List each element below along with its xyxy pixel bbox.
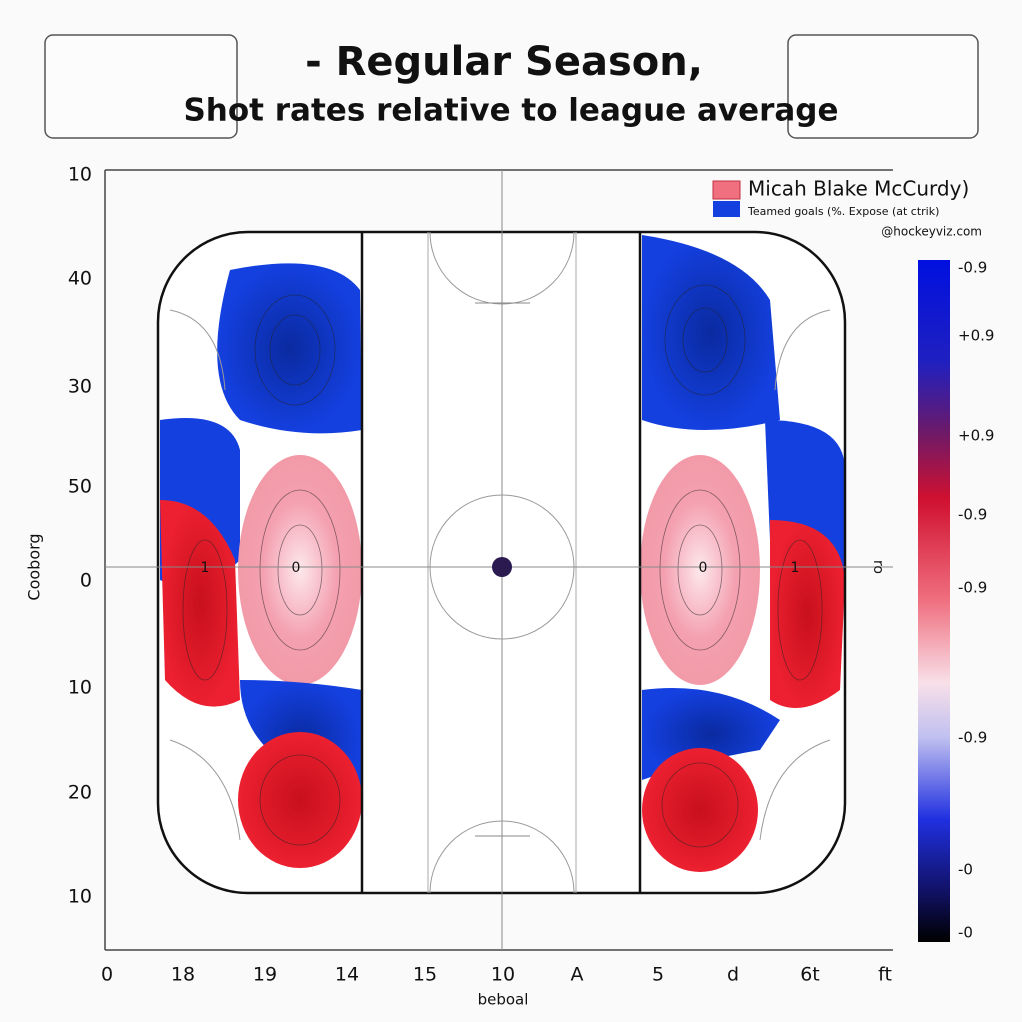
x-tick-label: 19 [253, 964, 277, 986]
x-tick-label: d [727, 964, 739, 986]
right-label: ro [870, 560, 886, 574]
colorbar-label: -0.9 [958, 579, 987, 597]
title: - Regular Season, [305, 39, 703, 85]
x-tick-label: ft [878, 964, 892, 986]
rink-label: 0 [699, 560, 708, 576]
colorbar-label: -0.9 [958, 729, 987, 747]
x-axis-title: beboal [478, 991, 529, 1009]
colorbar-label: -0 [958, 861, 973, 879]
header-box [787, 34, 979, 139]
x-tick-label: 15 [413, 964, 437, 986]
x-tick-label: 18 [171, 964, 195, 986]
legend-detail: Teamed goals (%. Expose (at ctrik) [747, 205, 939, 218]
y-tick-label: 30 [68, 376, 92, 398]
legend-name: Micah Blake McCurdy) [748, 177, 969, 201]
rink-label: 1 [201, 560, 210, 576]
rink-label: 1 [791, 560, 800, 576]
center-dot [492, 557, 512, 577]
x-tick-label: 6t [800, 964, 820, 986]
legend-swatch [713, 201, 740, 217]
colorbar-label: -0.9 [958, 259, 987, 277]
y-tick-label: 10 [68, 886, 92, 908]
subtitle: Shot rates relative to league average [183, 93, 838, 129]
y-axis-title: Cooborg [25, 533, 44, 600]
faceoff-arc [429, 820, 575, 894]
legend-swatch [712, 180, 741, 200]
x-tick-label: 0 [101, 964, 113, 986]
colorbar-label: -0.9 [958, 506, 987, 524]
y-tick-label: 50 [68, 476, 92, 498]
x-tick-label: 10 [491, 964, 515, 986]
x-tick-label: 14 [335, 964, 359, 986]
colorbar [918, 260, 950, 942]
colorbar-label: +0.9 [958, 427, 994, 445]
y-tick-label: 0 [80, 570, 92, 592]
y-tick-label: 20 [68, 782, 92, 804]
y-tick-label: 10 [68, 677, 92, 699]
y-tick-label: 10 [68, 164, 92, 186]
x-tick-label: A [571, 964, 584, 986]
header-box [44, 34, 238, 139]
y-tick-label: 40 [68, 268, 92, 290]
faceoff-arc [429, 231, 575, 305]
credit: @hockeyviz.com [881, 225, 982, 239]
colorbar-label: -0 [958, 924, 973, 942]
center-circle [429, 494, 575, 640]
colorbar-label: +0.9 [958, 327, 994, 345]
rink-label: 0 [292, 560, 301, 576]
x-tick-label: 5 [652, 964, 664, 986]
